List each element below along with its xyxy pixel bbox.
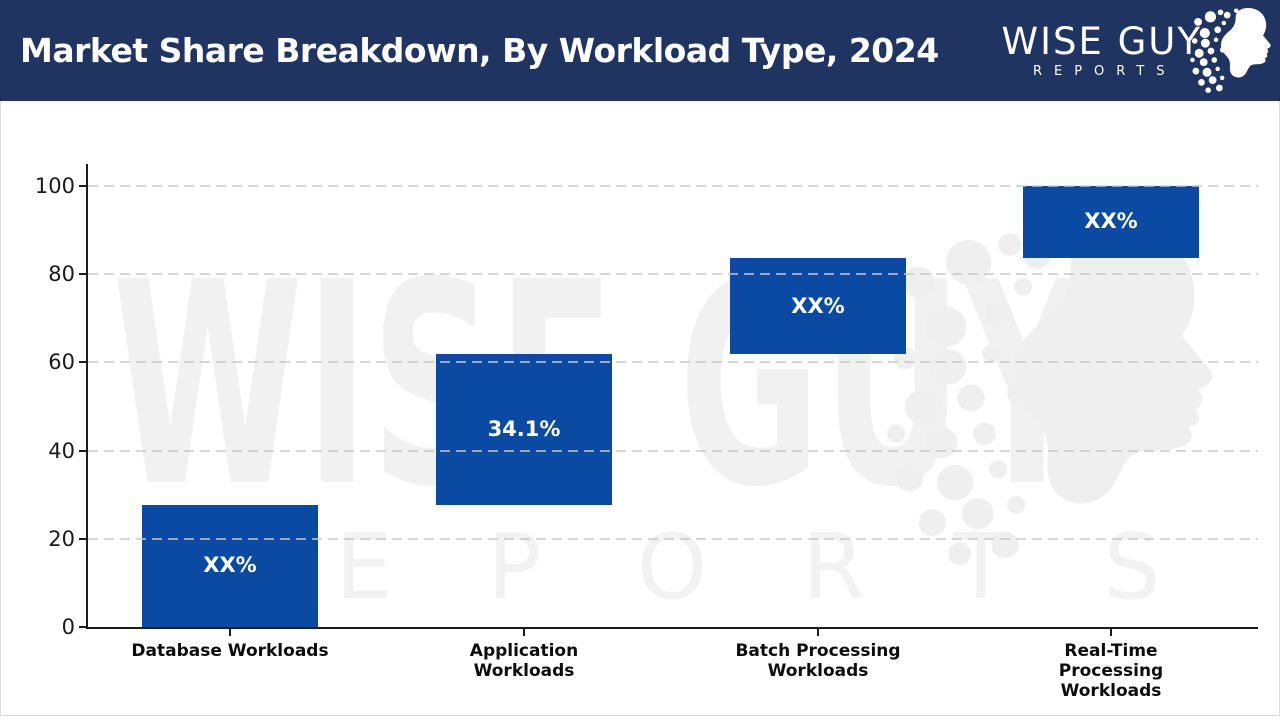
gridline-60: [88, 361, 1258, 364]
y-tick-label: 60: [48, 350, 75, 375]
gridline-20: [88, 537, 1258, 540]
y-tick-mark: [79, 449, 87, 452]
bar-value-label: XX%: [1084, 209, 1138, 234]
y-tick-label: 0: [61, 615, 75, 639]
y-tick-label: 40: [48, 438, 75, 463]
header: Market Share Breakdown, By Workload Type…: [0, 0, 1280, 101]
x-category-label: Batch Processing Workloads: [735, 641, 901, 681]
y-tick-mark: [79, 273, 87, 276]
y-tick-mark: [79, 361, 87, 364]
y-axis-line: [86, 164, 88, 629]
bar-segment: 34.1%: [436, 354, 612, 505]
x-category-label: Application Workloads: [469, 641, 579, 681]
x-tick-mark: [1110, 628, 1112, 636]
gridline-100: [88, 185, 1258, 187]
page-title: Market Share Breakdown, By Workload Type…: [20, 31, 939, 70]
gridline-80: [88, 273, 1258, 276]
logo-subtitle: REPORTS: [1032, 63, 1177, 79]
y-tick-mark: [79, 185, 87, 187]
x-axis-line: [86, 627, 1258, 629]
logo-text: WISE GUY REPORTS: [1002, 23, 1202, 79]
y-tick-label: 20: [48, 526, 75, 551]
watermark-text-line2: REPORTS: [178, 515, 1256, 620]
wise-guy-logo: WISE GUY REPORTS: [1002, 6, 1272, 96]
bar-value-label: XX%: [791, 293, 845, 318]
bar-segment: XX%: [142, 504, 318, 627]
bar-segment: XX%: [1023, 186, 1199, 258]
y-tick-label: 80: [48, 262, 75, 287]
y-tick-mark: [79, 626, 87, 628]
x-tick-mark: [229, 628, 231, 636]
bar-value-label: 34.1%: [487, 417, 561, 442]
bar-value-label: XX%: [203, 553, 257, 578]
x-category-label: Database Workloads: [131, 641, 329, 661]
gridline-40: [88, 449, 1258, 452]
logo-name: WISE GUY: [1001, 19, 1202, 63]
x-tick-mark: [523, 628, 525, 636]
x-tick-mark: [817, 628, 819, 636]
x-category-label: Real-Time Processing Workloads: [1058, 641, 1164, 701]
y-tick-label: 100: [34, 174, 75, 198]
face-profile-icon: [1190, 7, 1271, 93]
y-tick-mark: [79, 537, 87, 540]
